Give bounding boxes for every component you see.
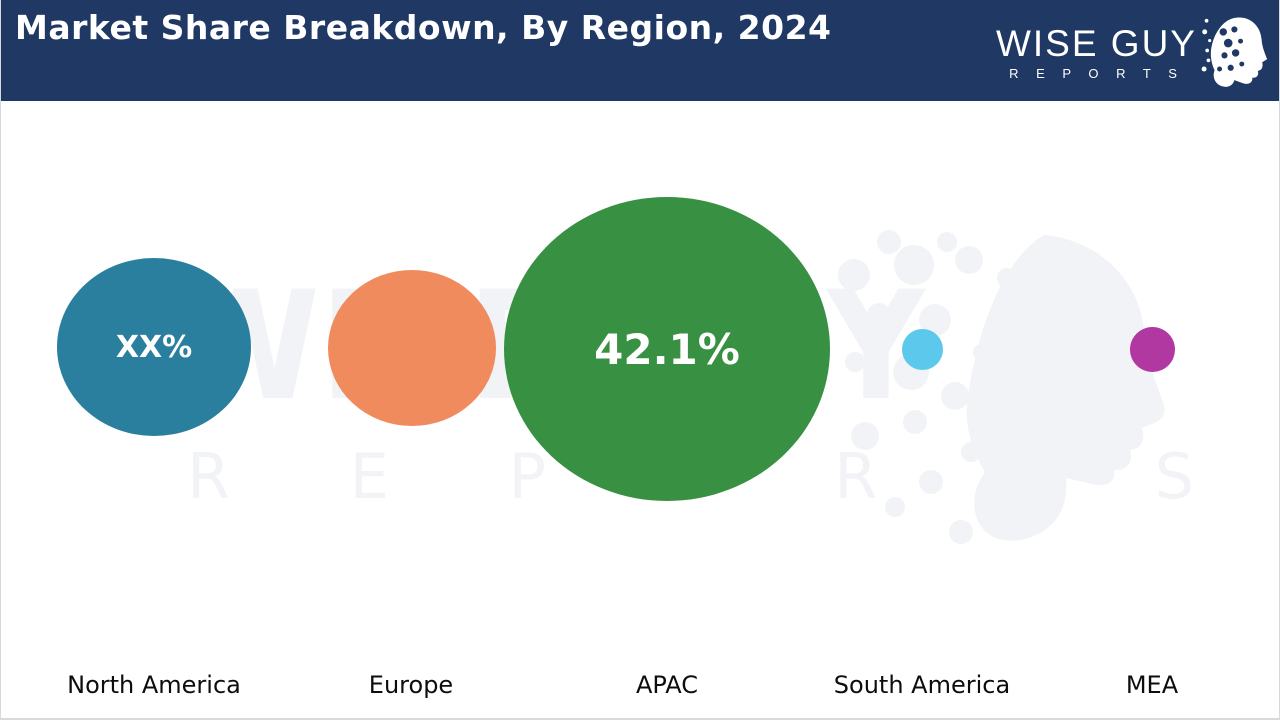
page-title: Market Share Breakdown, By Region, 2024 xyxy=(15,8,832,47)
bubble-apac: 42.1% xyxy=(504,197,830,501)
bubble-north-america: XX% xyxy=(57,258,251,436)
category-label-europe: Europe xyxy=(368,671,454,699)
category-label-north-america: North America xyxy=(67,671,241,699)
header-bar: Market Share Breakdown, By Region, 2024 … xyxy=(1,0,1279,101)
category-label-south-america: South America xyxy=(833,671,1011,699)
brand-logo: WISE GUY R E P O R T S xyxy=(996,10,1269,94)
brand-subtitle: R E P O R T S xyxy=(1009,65,1184,81)
watermark-head-icon xyxy=(838,230,1165,544)
bubble-value-label: XX% xyxy=(115,329,193,365)
bubble-value-label: 42.1% xyxy=(594,324,740,374)
bubble-mea xyxy=(1130,327,1175,372)
bubble-south-america xyxy=(902,329,943,370)
brand-logo-text: WISE GUY R E P O R T S xyxy=(996,25,1197,80)
brand-name: WISE GUY xyxy=(995,22,1197,64)
category-label-apac: APAC xyxy=(635,671,699,699)
bubble-europe xyxy=(328,270,496,426)
category-label-mea: MEA xyxy=(1125,671,1179,699)
brand-logo-head-icon xyxy=(1201,17,1268,87)
